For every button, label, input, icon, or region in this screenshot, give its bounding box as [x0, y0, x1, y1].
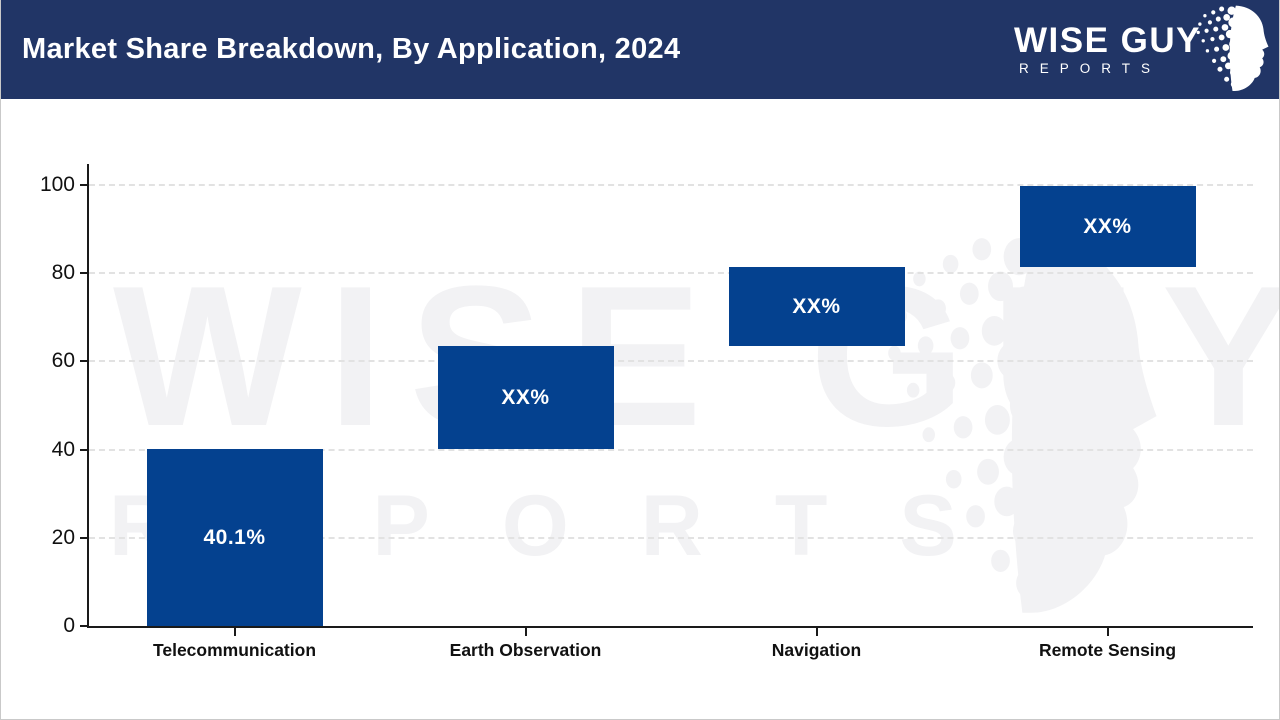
bar-value-label: XX%	[501, 385, 550, 409]
y-tick-mark	[80, 272, 89, 275]
x-category-label: Earth Observation	[449, 640, 602, 660]
y-tick-mark	[80, 536, 89, 539]
logo-text: WISE GUY REPORTS	[1014, 23, 1201, 76]
head-profile-icon	[1196, 5, 1269, 91]
y-tick-label: 40	[51, 437, 75, 461]
bar-value-label: XX%	[792, 294, 841, 318]
x-tick-mark	[233, 628, 236, 636]
y-tick-label: 0	[63, 614, 75, 637]
header: Market Share Breakdown, By Application, …	[1, 0, 1279, 99]
bar-navigation: XX%	[728, 267, 905, 346]
x-category-label: Telecommunication	[152, 640, 317, 660]
y-gridline	[89, 360, 1253, 363]
y-tick-label: 20	[51, 525, 75, 549]
x-category-label: Remote Sensing	[1038, 640, 1177, 660]
bar-value-label: XX%	[1083, 214, 1132, 238]
y-gridline	[89, 272, 1253, 275]
logo-subtitle: REPORTS	[1018, 61, 1161, 76]
chart-canvas: WISE GUY REPORTS 0 20 40 60 80 100 40.1% Teleco…	[1, 99, 1279, 719]
bar-earth-observation: XX%	[437, 345, 614, 450]
page-title: Market Share Breakdown, By Application, …	[22, 33, 681, 65]
y-tick-label: 80	[51, 261, 75, 285]
y-tick-label: 100	[39, 173, 75, 196]
y-gridline	[89, 184, 1253, 186]
x-axis-line	[87, 626, 1253, 628]
y-axis-line	[87, 164, 89, 628]
x-tick-mark	[524, 628, 527, 636]
bar-value-label: 40.1%	[203, 525, 266, 549]
y-gridline	[89, 536, 1253, 539]
y-tick-label: 60	[51, 349, 75, 373]
bar-telecommunication: 40.1%	[146, 449, 323, 626]
watermark-head-icon	[888, 234, 1157, 613]
wise-guy-logo: WISE GUY REPORTS	[1014, 4, 1273, 96]
y-tick-mark	[80, 625, 89, 627]
x-tick-mark	[815, 628, 818, 636]
bar-remote-sensing: XX%	[1019, 185, 1196, 268]
y-tick-mark	[80, 448, 89, 451]
x-category-label: Navigation	[771, 640, 862, 660]
y-tick-mark	[80, 360, 89, 363]
logo-name: WISE GUY	[1013, 21, 1201, 60]
x-tick-mark	[1106, 628, 1109, 636]
y-gridline	[89, 448, 1253, 451]
y-tick-mark	[80, 184, 89, 186]
